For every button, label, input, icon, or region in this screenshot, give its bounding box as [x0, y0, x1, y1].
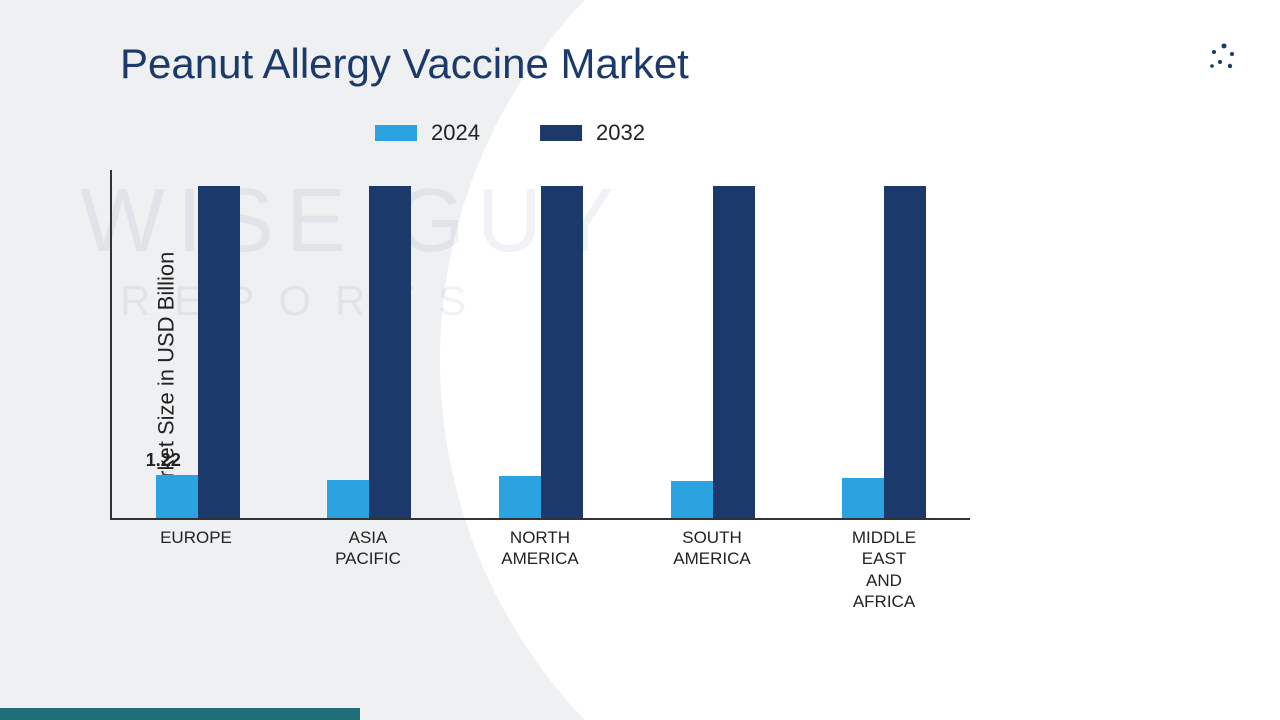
bar-2032	[713, 186, 755, 519]
page: WISE GUY REPORTS Peanut Allergy Vaccine …	[0, 0, 1280, 720]
logo-line-2: REPORTS	[1061, 57, 1210, 74]
x-tick-label: ASIAPACIFIC	[282, 525, 454, 640]
legend-item-2024: 2024	[375, 120, 480, 146]
head-icon	[1194, 32, 1246, 102]
bar-2024	[671, 481, 713, 518]
bar-2032	[369, 186, 411, 519]
legend-label-2024: 2024	[431, 120, 480, 146]
bar-groups: 1.22	[112, 170, 970, 518]
bar-2032	[198, 186, 240, 519]
bar-2024	[842, 478, 884, 518]
x-tick-label: SOUTHAMERICA	[626, 525, 798, 640]
bar-group	[627, 170, 799, 518]
bar-2024	[327, 480, 369, 519]
bar-group	[284, 170, 456, 518]
brand-logo: WISE GUY REPORTS	[1061, 20, 1258, 74]
plot-area: 1.22	[110, 170, 970, 520]
chart-frame: Market Size in USD Billion 2024 2032 1.2…	[50, 120, 970, 640]
legend-swatch-2032	[540, 125, 582, 141]
bottom-accent-bar	[0, 708, 360, 720]
bar-2032	[884, 186, 926, 519]
bar-2024	[156, 475, 198, 518]
value-label: 1.22	[146, 450, 181, 471]
legend: 2024 2032	[375, 120, 645, 146]
bar-group: 1.22	[112, 170, 284, 518]
x-tick-label: EUROPE	[110, 525, 282, 640]
bar-group	[455, 170, 627, 518]
legend-item-2032: 2032	[540, 120, 645, 146]
legend-swatch-2024	[375, 125, 417, 141]
bar-2024	[499, 476, 541, 518]
legend-label-2032: 2032	[596, 120, 645, 146]
x-tick-label: MIDDLEEASTANDAFRICA	[798, 525, 970, 640]
x-axis-labels: EUROPEASIAPACIFICNORTHAMERICASOUTHAMERIC…	[110, 525, 970, 640]
bar-group	[798, 170, 970, 518]
bar-2032	[541, 186, 583, 519]
x-tick-label: NORTHAMERICA	[454, 525, 626, 640]
chart-title: Peanut Allergy Vaccine Market	[120, 40, 689, 88]
